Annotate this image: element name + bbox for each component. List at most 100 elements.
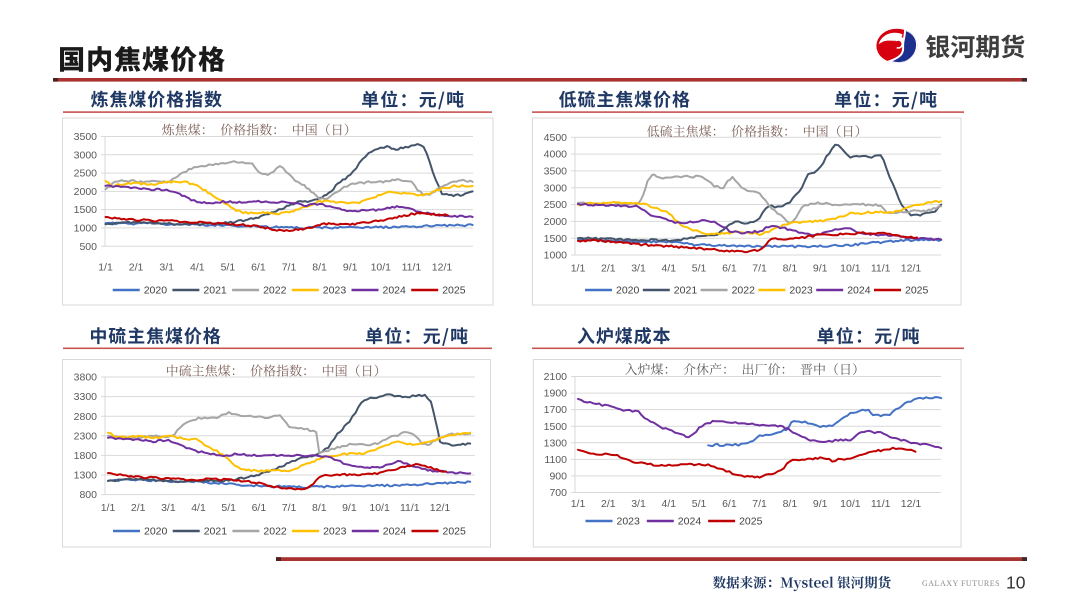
svg-text:1/1: 1/1	[101, 502, 116, 514]
svg-text:2025: 2025	[442, 285, 466, 297]
svg-text:2000: 2000	[74, 186, 98, 198]
svg-text:1800: 1800	[74, 450, 98, 462]
svg-text:10/1: 10/1	[369, 502, 390, 514]
svg-text:2000: 2000	[544, 216, 568, 228]
svg-text:1100: 1100	[544, 454, 567, 466]
svg-text:2/1: 2/1	[131, 502, 146, 514]
svg-text:2800: 2800	[74, 411, 98, 423]
svg-text:3000: 3000	[544, 182, 568, 194]
svg-text:2020: 2020	[144, 285, 168, 297]
svg-text:2024: 2024	[383, 285, 407, 297]
svg-text:7/1: 7/1	[282, 502, 297, 514]
svg-text:3/1: 3/1	[159, 262, 174, 274]
svg-text:1/1: 1/1	[98, 262, 113, 274]
svg-text:7/1: 7/1	[752, 498, 767, 510]
svg-text:12/1: 12/1	[430, 502, 451, 514]
svg-text:6/1: 6/1	[252, 502, 267, 514]
svg-text:2023: 2023	[617, 516, 641, 528]
svg-text:2024: 2024	[383, 526, 407, 538]
svg-text:9/1: 9/1	[343, 262, 358, 274]
svg-text:11/1: 11/1	[402, 262, 422, 274]
svg-text:900: 900	[549, 471, 567, 483]
svg-text:1500: 1500	[544, 233, 568, 245]
svg-text:6/1: 6/1	[722, 263, 737, 275]
svg-text:4/1: 4/1	[661, 263, 676, 275]
svg-text:11/1: 11/1	[871, 498, 891, 510]
svg-text:1500: 1500	[74, 204, 98, 216]
svg-text:1/1: 1/1	[571, 263, 586, 275]
svg-text:3300: 3300	[74, 391, 98, 403]
svg-text:800: 800	[79, 489, 97, 501]
svg-text:2300: 2300	[74, 430, 98, 442]
svg-text:2024: 2024	[847, 285, 871, 297]
svg-text:3500: 3500	[74, 131, 98, 143]
svg-text:7/1: 7/1	[752, 263, 767, 275]
svg-text:2025: 2025	[739, 516, 763, 528]
svg-text:10/1: 10/1	[840, 498, 861, 510]
svg-text:4000: 4000	[544, 149, 568, 161]
svg-text:2023: 2023	[323, 285, 347, 297]
svg-text:5/1: 5/1	[221, 502, 236, 514]
svg-text:2022: 2022	[263, 526, 287, 538]
svg-text:9/1: 9/1	[813, 263, 828, 275]
svg-text:3500: 3500	[544, 166, 568, 178]
svg-text:7/1: 7/1	[282, 262, 297, 274]
svg-text:11/1: 11/1	[400, 502, 420, 514]
svg-text:8/1: 8/1	[312, 262, 327, 274]
svg-text:9/1: 9/1	[813, 498, 828, 510]
svg-text:2100: 2100	[544, 371, 568, 383]
svg-text:2022: 2022	[263, 285, 287, 297]
svg-text:2/1: 2/1	[129, 262, 144, 274]
svg-text:3000: 3000	[74, 149, 98, 161]
svg-text:2023: 2023	[323, 526, 347, 538]
svg-text:3/1: 3/1	[631, 498, 646, 510]
svg-text:8/1: 8/1	[312, 502, 327, 514]
svg-text:1700: 1700	[544, 404, 568, 416]
svg-text:2025: 2025	[905, 285, 929, 297]
svg-text:2021: 2021	[203, 285, 227, 297]
svg-text:2020: 2020	[616, 285, 640, 297]
svg-text:2/1: 2/1	[601, 263, 616, 275]
svg-text:4/1: 4/1	[661, 498, 676, 510]
svg-text:5/1: 5/1	[221, 262, 236, 274]
svg-text:2020: 2020	[144, 526, 168, 538]
svg-text:1900: 1900	[544, 388, 568, 400]
svg-text:1/1: 1/1	[571, 498, 586, 510]
svg-text:GALAXY FUTURES: GALAXY FUTURES	[922, 579, 1000, 588]
svg-text:11/1: 11/1	[871, 263, 891, 275]
svg-text:6/1: 6/1	[251, 262, 266, 274]
svg-text:3800: 3800	[74, 372, 98, 384]
svg-text:700: 700	[549, 487, 567, 499]
svg-text:500: 500	[79, 241, 97, 253]
svg-text:12/1: 12/1	[901, 263, 922, 275]
svg-text:1000: 1000	[74, 223, 98, 235]
svg-text:3/1: 3/1	[161, 502, 176, 514]
svg-text:2500: 2500	[544, 199, 568, 211]
svg-text:2022: 2022	[732, 285, 756, 297]
svg-text:2/1: 2/1	[601, 498, 616, 510]
svg-text:10/1: 10/1	[840, 263, 861, 275]
svg-text:10: 10	[1006, 573, 1026, 593]
svg-text:1300: 1300	[74, 470, 98, 482]
svg-text:2500: 2500	[74, 168, 98, 180]
svg-text:5/1: 5/1	[692, 498, 707, 510]
svg-text:12/1: 12/1	[901, 498, 922, 510]
svg-text:4/1: 4/1	[190, 262, 205, 274]
svg-text:2025: 2025	[443, 526, 467, 538]
svg-text:8/1: 8/1	[783, 498, 798, 510]
svg-text:2021: 2021	[204, 526, 228, 538]
svg-text:12/1: 12/1	[432, 262, 453, 274]
svg-text:1500: 1500	[544, 421, 568, 433]
svg-text:4/1: 4/1	[191, 502, 206, 514]
svg-text:4500: 4500	[544, 132, 568, 144]
svg-text:1300: 1300	[544, 437, 568, 449]
svg-text:9/1: 9/1	[342, 502, 357, 514]
svg-text:6/1: 6/1	[722, 498, 737, 510]
svg-text:2021: 2021	[674, 285, 698, 297]
svg-text:3/1: 3/1	[631, 263, 646, 275]
svg-text:10/1: 10/1	[371, 262, 392, 274]
svg-text:5/1: 5/1	[692, 263, 707, 275]
svg-text:2024: 2024	[678, 516, 702, 528]
svg-text:2023: 2023	[789, 285, 813, 297]
svg-text:8/1: 8/1	[783, 263, 798, 275]
